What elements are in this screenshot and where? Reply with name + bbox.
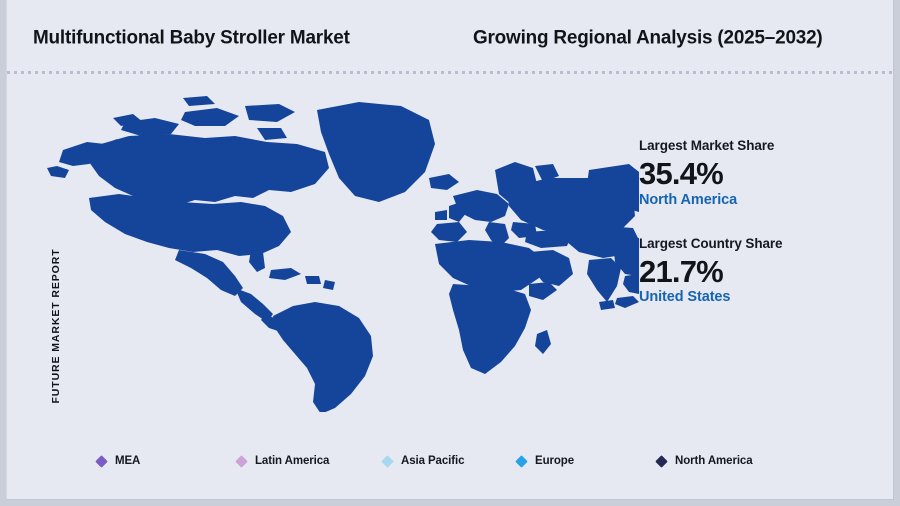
legend-diamond-icon	[95, 454, 108, 468]
world-map-svg	[47, 96, 639, 412]
stat-largest-country-share: Largest Country Share 21.7% United State…	[639, 236, 889, 306]
stat-largest-market-share: Largest Market Share 35.4% North America	[639, 138, 889, 208]
legend-label: North America	[675, 455, 753, 467]
stat-label: Largest Country Share	[639, 235, 783, 251]
legend-item-europe[interactable]: Europe	[515, 454, 575, 468]
header: Multifunctional Baby Stroller Market Gro…	[7, 0, 893, 74]
legend-diamond-icon	[381, 454, 394, 468]
stat-value: 21.7%	[639, 253, 724, 289]
world-map	[29, 92, 639, 412]
legend-diamond-icon	[235, 454, 248, 468]
legend-label: MEA	[115, 455, 141, 467]
header-divider	[7, 71, 893, 74]
legend-label: Europe	[535, 455, 575, 467]
stat-value: 35.4%	[639, 156, 724, 191]
page-title: Multifunctional Baby Stroller Market	[33, 26, 350, 49]
stat-region: United States	[639, 289, 731, 306]
stats-panel: Largest Market Share 35.4% North America…	[639, 138, 889, 333]
legend-diamond-icon	[655, 454, 668, 468]
stat-label: Largest Market Share	[639, 138, 775, 153]
legend-item-asia-pacific[interactable]: Asia Pacific	[381, 454, 465, 468]
map-landmasses	[47, 96, 639, 412]
legend-item-north-america[interactable]: North America	[655, 454, 753, 468]
legend-item-latin-america[interactable]: Latin America	[235, 454, 330, 468]
legend-label: Asia Pacific	[401, 455, 465, 467]
stat-region: North America	[639, 191, 738, 208]
legend-label: Latin America	[255, 455, 330, 467]
report-card: Multifunctional Baby Stroller Market Gro…	[6, 0, 894, 500]
legend-item-mea[interactable]: MEA	[95, 454, 141, 468]
legend-diamond-icon	[515, 454, 528, 468]
header-subtitle: Growing Regional Analysis (2025–2032)	[473, 26, 823, 49]
